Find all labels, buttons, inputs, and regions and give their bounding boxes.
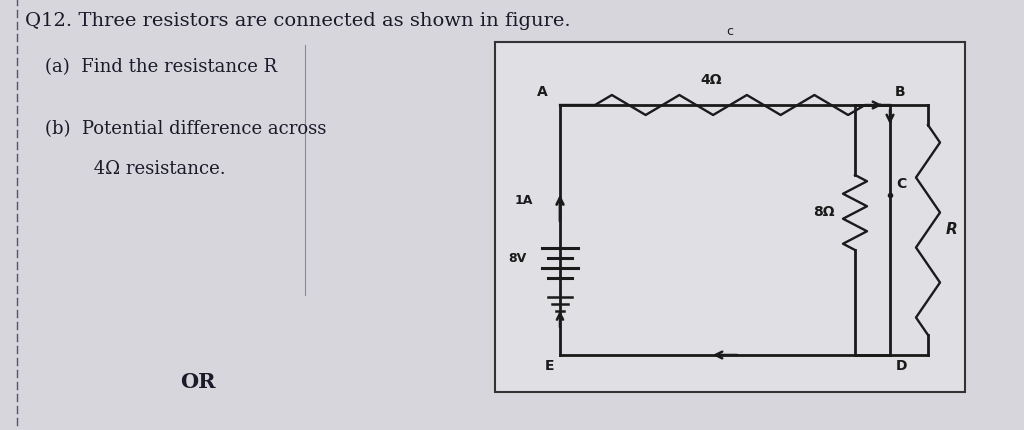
Text: B: B (895, 85, 905, 99)
Text: E: E (545, 359, 554, 373)
Text: 4Ω: 4Ω (700, 73, 722, 87)
Text: R: R (946, 222, 957, 237)
Text: 1A: 1A (515, 194, 534, 206)
Text: Q12. Three resistors are connected as shown in figure.: Q12. Three resistors are connected as sh… (25, 12, 570, 30)
Text: OR: OR (180, 372, 215, 392)
Text: 4Ω resistance.: 4Ω resistance. (65, 160, 225, 178)
Text: (b)  Potential difference across: (b) Potential difference across (45, 120, 327, 138)
Text: A: A (538, 85, 548, 99)
Text: 8Ω: 8Ω (813, 206, 835, 219)
Bar (495, 42, 965, 392)
Text: C: C (896, 177, 906, 191)
Text: c: c (726, 25, 733, 38)
Text: D: D (896, 359, 907, 373)
Text: (a)  Find the resistance R: (a) Find the resistance R (45, 58, 278, 76)
Text: 8V: 8V (508, 252, 526, 264)
